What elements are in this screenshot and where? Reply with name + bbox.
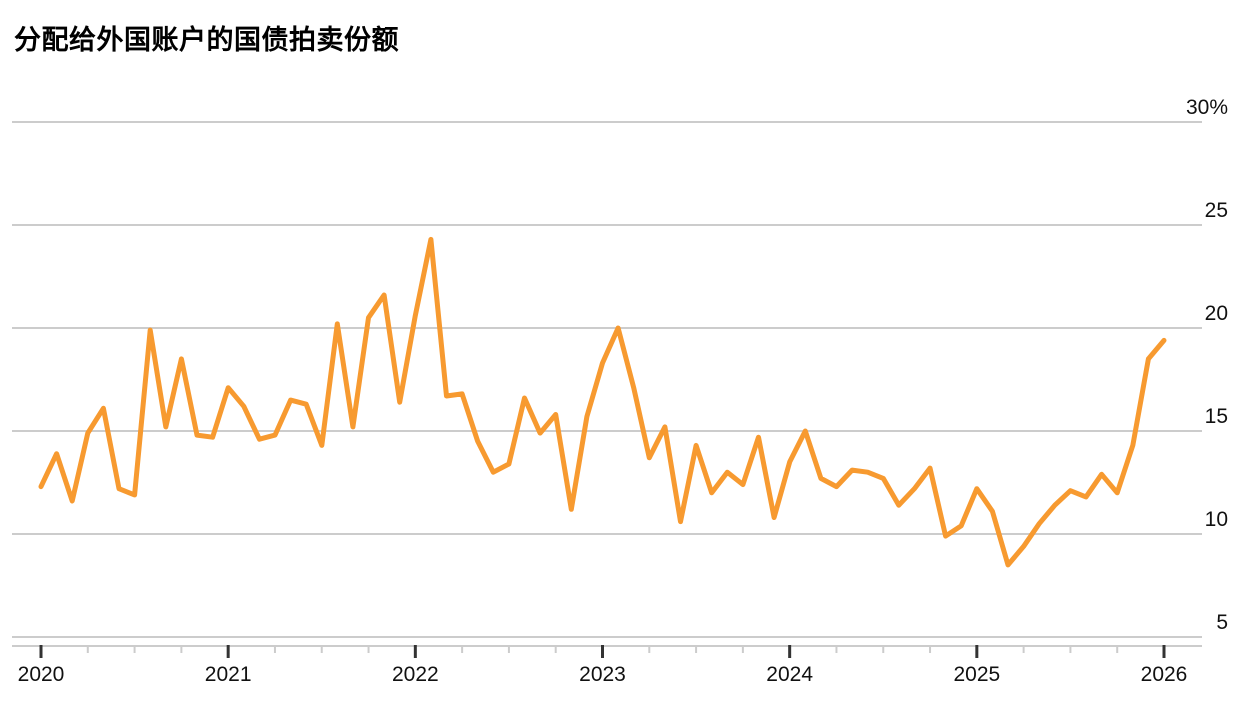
x-axis-label-2022: 2022	[392, 663, 439, 686]
x-axis-label-2020: 2020	[18, 663, 65, 686]
x-axis-label-2026: 2026	[1141, 663, 1188, 686]
chart-title: 分配给外国账户的国债拍卖份额	[14, 25, 399, 55]
y-axis-label-10: 10	[1205, 508, 1228, 531]
y-axis-label-20: 20	[1205, 302, 1228, 325]
x-axis-label-2021: 2021	[205, 663, 252, 686]
y-axis-label-30: 30%	[1186, 96, 1228, 119]
x-axis-label-2023: 2023	[579, 663, 626, 686]
data-line-series	[38, 236, 1167, 568]
y-axis-label-25: 25	[1205, 199, 1228, 222]
x-axis-label-2025: 2025	[953, 663, 1000, 686]
y-axis-label-5: 5	[1216, 611, 1228, 634]
y-axis-label-15: 15	[1205, 405, 1228, 428]
x-axis-label-2024: 2024	[766, 663, 813, 686]
